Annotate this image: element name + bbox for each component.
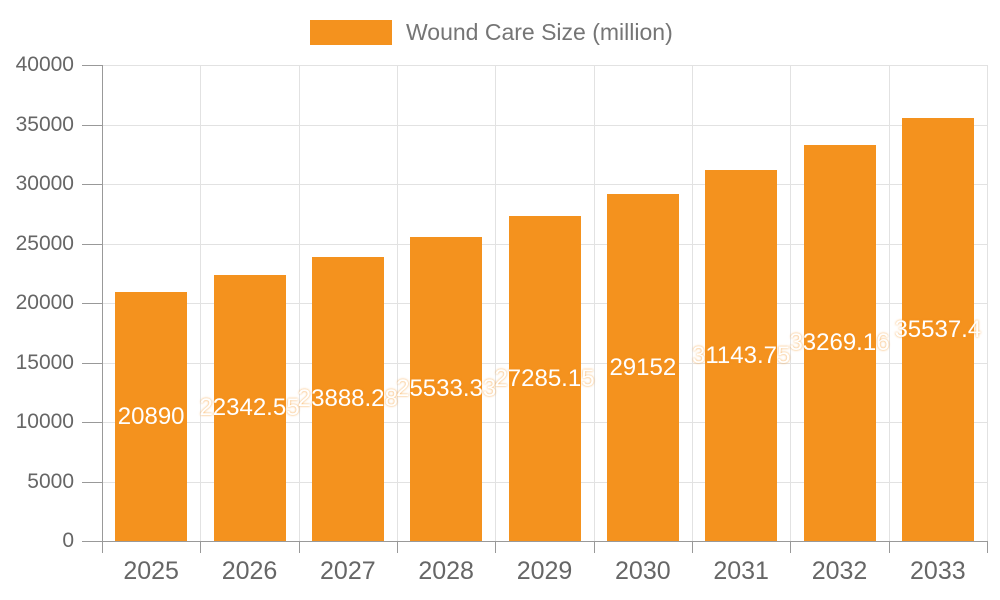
y-axis-line (102, 65, 103, 553)
bar[interactable] (311, 256, 384, 541)
bar[interactable] (803, 145, 876, 541)
bar[interactable] (705, 170, 778, 541)
y-axis-tick-label: 25000 (15, 231, 74, 255)
x-axis-tick (200, 541, 202, 553)
bar[interactable] (115, 292, 188, 541)
y-axis-tick (82, 65, 102, 66)
x-axis-tick (593, 541, 595, 553)
y-axis-tick (82, 303, 102, 304)
y-axis-tick (82, 422, 102, 423)
gridline-vertical (298, 65, 300, 541)
gridline-vertical (397, 65, 398, 541)
x-axis-tick (298, 541, 300, 553)
x-axis-tick-label: 2025 (123, 557, 179, 585)
y-axis-tick-label: 0 (62, 529, 74, 552)
x-axis-line (82, 541, 987, 542)
legend-label: Wound Care Size (million) (406, 19, 673, 45)
y-axis-tick-label: 30000 (15, 172, 74, 195)
x-axis-tick-label: 2030 (615, 557, 671, 585)
x-axis-tick (888, 541, 890, 553)
gridline-vertical (888, 65, 890, 541)
bar[interactable] (213, 275, 286, 541)
gridline-vertical (987, 65, 988, 541)
gridline-vertical (200, 65, 202, 541)
x-axis-tick-label: 2033 (910, 557, 966, 585)
y-axis-tick-label: 10000 (15, 410, 74, 433)
x-axis-tick-label: 2027 (320, 557, 376, 585)
x-axis-tick-label: 2032 (811, 557, 868, 585)
x-axis-tick-label: 2029 (516, 557, 573, 585)
y-axis-tick (82, 481, 102, 483)
gridline-vertical (593, 65, 595, 541)
y-axis-tick (82, 362, 102, 364)
legend-swatch (310, 20, 392, 45)
x-axis-tick (987, 541, 988, 553)
bar[interactable] (606, 194, 679, 541)
x-axis-tick-label: 2028 (418, 557, 474, 585)
bar[interactable] (901, 118, 974, 541)
x-axis-tick (495, 541, 497, 553)
gridline-vertical (495, 65, 497, 541)
y-axis-tick-label: 40000 (15, 53, 74, 76)
gridline-vertical (692, 65, 693, 541)
y-axis-tick-label: 15000 (15, 350, 74, 374)
x-axis-tick (397, 541, 398, 553)
y-axis-tick-label: 35000 (15, 112, 74, 136)
bar[interactable] (508, 216, 581, 541)
y-axis-tick-label: 20000 (15, 291, 74, 314)
y-axis-tick (82, 243, 102, 245)
y-axis-tick (82, 184, 102, 185)
gridline-horizontal (102, 124, 987, 126)
gridline-horizontal (102, 65, 987, 66)
gridline-horizontal (102, 184, 987, 185)
gridline-vertical (790, 65, 792, 541)
bar[interactable] (410, 237, 483, 541)
x-axis-tick (790, 541, 792, 553)
legend-item[interactable]: Wound Care Size (million) (310, 20, 673, 45)
x-axis-tick-label: 2026 (221, 557, 278, 585)
y-axis-tick-label: 5000 (27, 469, 74, 493)
x-axis-tick-label: 2031 (713, 557, 769, 585)
x-axis-tick (692, 541, 693, 553)
y-axis-tick (82, 124, 102, 126)
